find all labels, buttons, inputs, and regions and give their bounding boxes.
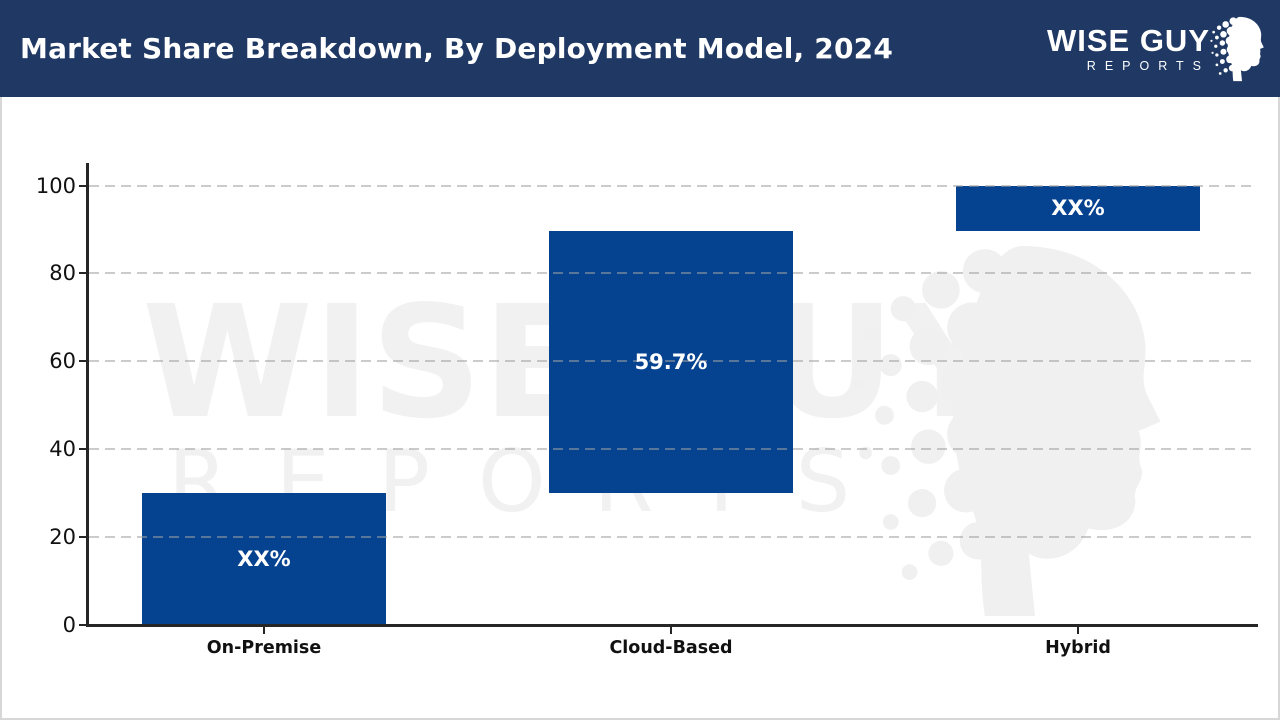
gridline-y40: [89, 448, 1256, 451]
gridline-y20: [89, 536, 1256, 539]
y-tick-mark-40: [79, 448, 86, 451]
y-tick-label-80: 80: [49, 261, 76, 286]
logo-wordmark: WISE GUY: [1046, 22, 1210, 58]
y-tick-label-100: 100: [35, 173, 76, 198]
y-tick-mark-100: [79, 184, 86, 187]
logo-subtext: REPORTS: [1086, 59, 1210, 74]
x-axis-line: [86, 624, 1258, 627]
y-tick-label-40: 40: [49, 437, 76, 462]
x-category-label-cloud-based: Cloud-Based: [609, 638, 733, 658]
gridline-y60: [89, 360, 1256, 363]
x-tick-mark-hybrid: [1077, 626, 1079, 634]
bar-chart: WISE GUY REPORTS XX% 59.7% XX% 0 20 40 60 80 10…: [0, 97, 1280, 720]
y-tick-mark-0: [79, 624, 86, 626]
page-border-left: [0, 97, 2, 720]
bar-hybrid: [956, 185, 1200, 231]
y-axis-line: [86, 163, 89, 624]
bar-value-label-cloud-based: 59.7%: [634, 349, 708, 374]
y-tick-label-0: 0: [62, 613, 76, 637]
bar-value-label-hybrid: XX%: [1051, 196, 1105, 221]
watermark-face-icon: [853, 245, 1161, 617]
chart-title: Market Share Breakdown, By Deployment Mo…: [20, 32, 894, 65]
x-category-label-on-premise: On-Premise: [206, 638, 322, 658]
x-category-label-hybrid: Hybrid: [1045, 638, 1111, 658]
y-tick-mark-60: [79, 360, 86, 363]
logo-text: WISE GUY REPORTS: [1046, 22, 1210, 74]
logo-face-icon: [1210, 16, 1264, 82]
y-tick-label-60: 60: [49, 349, 76, 374]
y-tick-mark-20: [79, 536, 86, 539]
header-bar: Market Share Breakdown, By Deployment Mo…: [0, 0, 1280, 97]
y-tick-mark-80: [79, 272, 86, 275]
x-tick-mark-cloud-based: [670, 626, 672, 634]
wiseguy-logo: WISE GUY REPORTS: [1047, 7, 1266, 91]
gridline-y100: [89, 184, 1256, 187]
bar-on-premise: [142, 493, 386, 625]
bar-value-label-on-premise: XX%: [237, 547, 291, 572]
page-border-bottom: [0, 718, 1280, 720]
x-tick-mark-on-premise: [263, 626, 265, 634]
page-border-right: [1278, 97, 1280, 720]
y-tick-label-20: 20: [49, 525, 76, 550]
gridline-y80: [89, 272, 1256, 275]
